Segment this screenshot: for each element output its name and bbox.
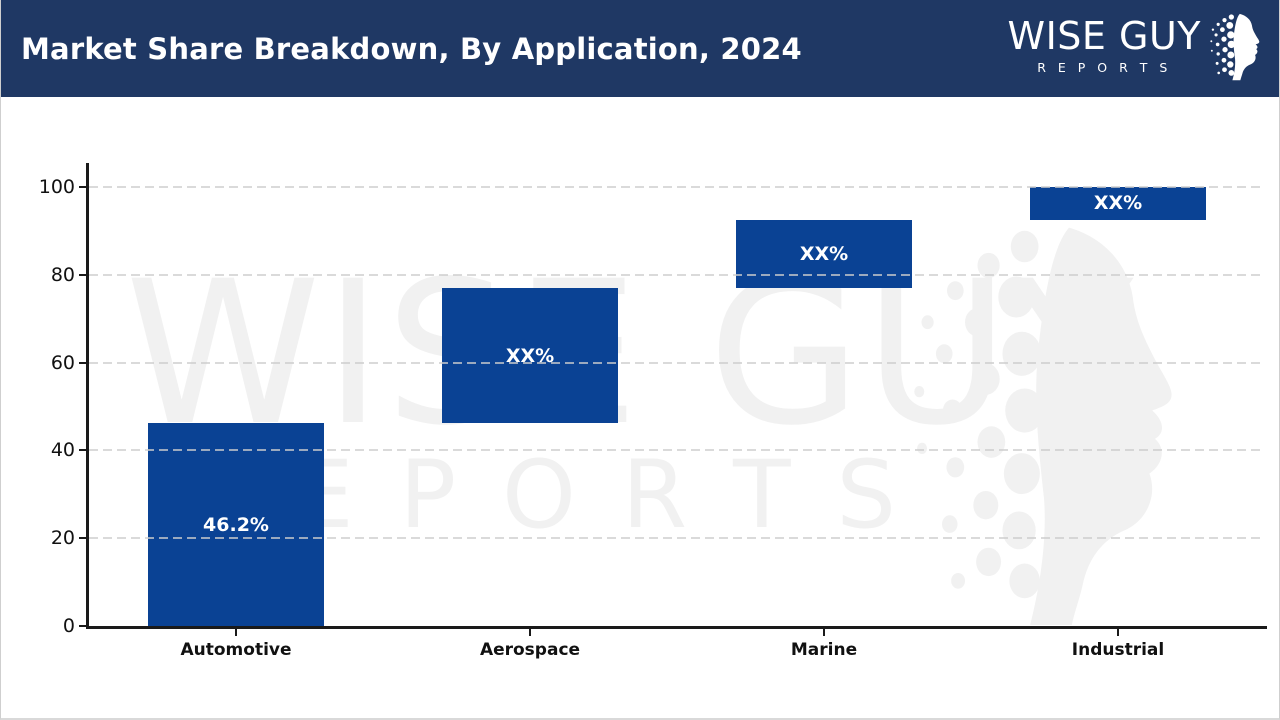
y-tick-mark xyxy=(79,625,87,627)
header-bar: Market Share Breakdown, By Application, … xyxy=(1,0,1279,97)
page-title: Market Share Breakdown, By Application, … xyxy=(21,31,802,66)
y-tick-mark xyxy=(79,361,87,364)
gridline-80 xyxy=(89,273,1265,276)
bar-value-label: XX% xyxy=(799,242,849,265)
x-axis-spine xyxy=(86,626,1267,629)
chart-canvas: WISE GUY R E P O R T S 0 20 40 60 80 100 46.2%… xyxy=(1,97,1279,718)
y-tick-mark xyxy=(79,537,87,540)
brand-logo: WISE GUY R E P O R T S xyxy=(1008,10,1263,82)
x-tick-mark xyxy=(823,629,825,636)
y-tick-label: 40 xyxy=(50,439,75,462)
gridline-100 xyxy=(89,186,1265,188)
x-tick-mark xyxy=(529,629,531,636)
x-category-label: Marine xyxy=(790,640,858,660)
y-tick-mark xyxy=(79,273,87,276)
x-category-label: Aerospace xyxy=(479,640,581,660)
x-category-label: Automotive xyxy=(180,640,292,660)
y-axis-spine xyxy=(86,163,89,629)
y-tick-label: 100 xyxy=(38,176,75,198)
x-tick-mark xyxy=(1117,629,1119,636)
bar-value-label: XX% xyxy=(1093,192,1143,215)
x-category-label: Industrial xyxy=(1071,640,1165,660)
y-tick-mark xyxy=(79,449,87,452)
logo-subtext: R E P O R T S xyxy=(1037,60,1172,75)
x-tick-mark xyxy=(235,629,237,636)
logo-face-icon xyxy=(1210,13,1260,81)
bar-aerospace: XX% xyxy=(442,287,618,424)
bar-industrial: XX% xyxy=(1030,187,1206,220)
bar-marine: XX% xyxy=(736,219,912,288)
gridline-40 xyxy=(89,449,1265,452)
y-tick-label: 20 xyxy=(50,527,75,550)
y-tick-label: 60 xyxy=(50,351,75,374)
gridline-60 xyxy=(89,361,1265,364)
bar-value-label: XX% xyxy=(505,344,555,367)
logo-wordmark: WISE GUY xyxy=(1007,14,1201,58)
y-tick-label: 0 xyxy=(62,615,75,637)
gridline-20 xyxy=(89,537,1265,540)
bar-value-label: 46.2% xyxy=(203,513,269,536)
plot-area: 0 20 40 60 80 100 46.2% Automotive XX% Aerospace X… xyxy=(39,163,1267,660)
bar-automotive: 46.2% xyxy=(148,423,324,626)
y-tick-label: 80 xyxy=(50,263,75,286)
y-tick-mark xyxy=(79,186,87,188)
